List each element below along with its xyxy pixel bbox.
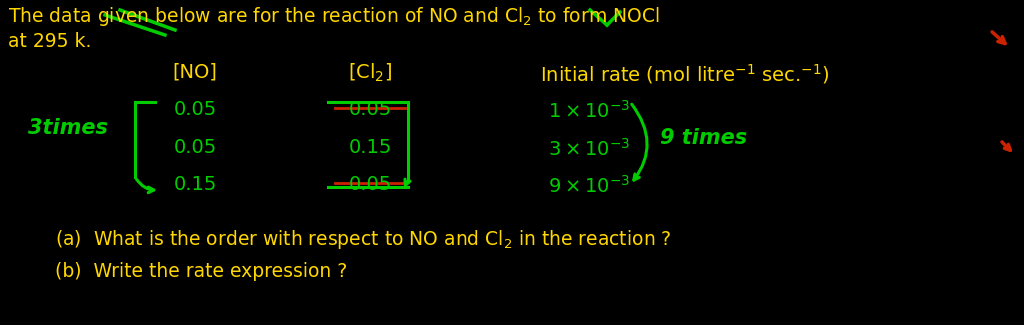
Text: $3 \times 10^{-3}$: $3 \times 10^{-3}$ [548, 138, 631, 160]
Text: 0.05: 0.05 [173, 100, 217, 119]
Text: (a)  What is the order with respect to NO and $\mathrm{Cl_2}$ in the reaction ?: (a) What is the order with respect to NO… [55, 228, 672, 251]
Text: at 295 k.: at 295 k. [8, 32, 91, 51]
Text: $[\mathrm{Cl_2}]$: $[\mathrm{Cl_2}]$ [348, 62, 392, 84]
Text: [NO]: [NO] [173, 62, 217, 81]
Text: 9 times: 9 times [660, 128, 748, 148]
Text: 0.05: 0.05 [348, 100, 391, 119]
Text: (b)  Write the rate expression ?: (b) Write the rate expression ? [55, 262, 347, 281]
Text: $1 \times 10^{-3}$: $1 \times 10^{-3}$ [548, 100, 631, 122]
Text: $9 \times 10^{-3}$: $9 \times 10^{-3}$ [548, 175, 631, 197]
Text: The data given below are for the reaction of NO and $\mathrm{Cl_2}$ to form NOCl: The data given below are for the reactio… [8, 5, 659, 28]
Text: 0.15: 0.15 [348, 138, 392, 157]
Text: 0.05: 0.05 [348, 175, 391, 194]
Text: 0.05: 0.05 [173, 138, 217, 157]
Text: 3times: 3times [28, 118, 108, 138]
Text: Initial rate (mol litre$^{-1}$ sec.$^{-1}$): Initial rate (mol litre$^{-1}$ sec.$^{-1… [540, 62, 829, 86]
Text: 0.15: 0.15 [173, 175, 217, 194]
